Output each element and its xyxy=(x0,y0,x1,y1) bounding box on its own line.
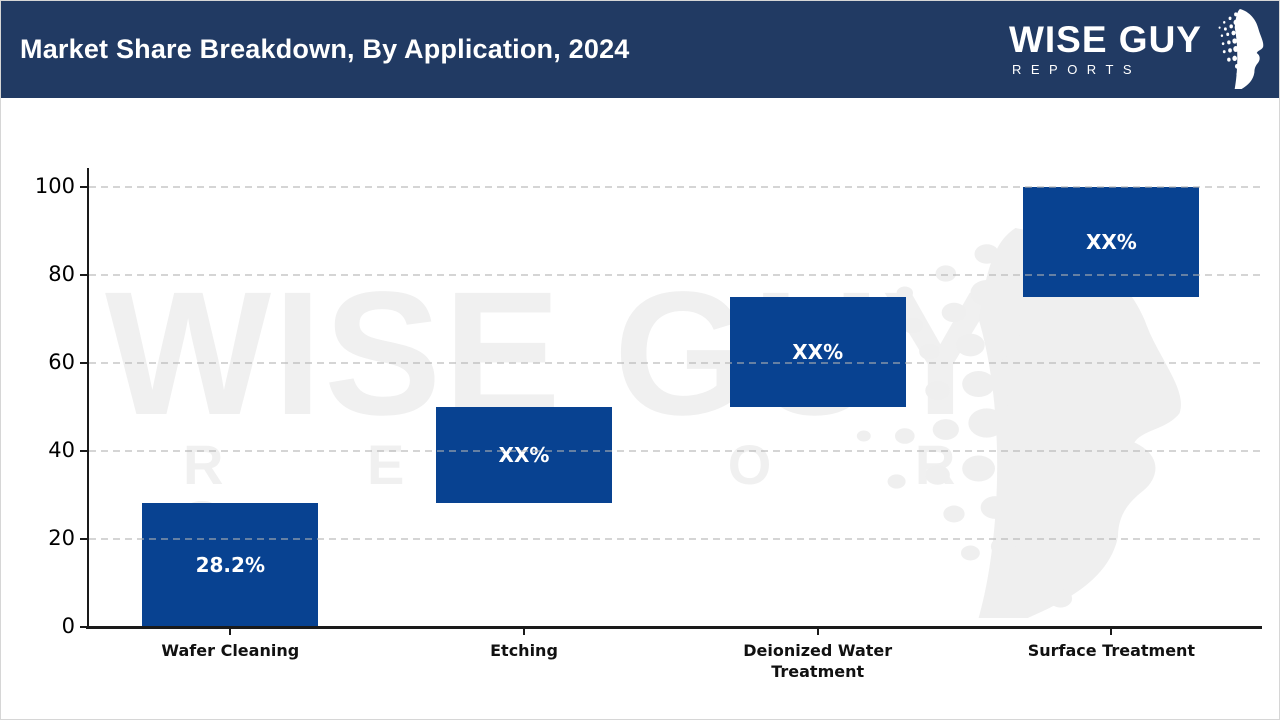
y-tick-label: 100 xyxy=(34,174,75,198)
logo-wiseguy-text: WISE GUY xyxy=(1008,19,1202,60)
x-tick-mark xyxy=(816,629,819,635)
gridline xyxy=(89,362,1262,364)
y-tick-label: 40 xyxy=(48,438,75,462)
x-tick-mark xyxy=(229,629,232,635)
y-tick-label: 0 xyxy=(61,614,75,638)
gridline xyxy=(89,274,1262,276)
y-tick-label: 60 xyxy=(48,350,75,374)
brand-logo: WISE GUY REPORTS xyxy=(1009,9,1280,89)
x-tick-label: Wafer Cleaning xyxy=(161,641,300,660)
y-tick-mark xyxy=(80,450,87,452)
y-tick-mark xyxy=(80,362,87,364)
y-tick-mark xyxy=(80,186,87,188)
y-tick-mark xyxy=(80,626,87,628)
bar-value-label: XX% xyxy=(498,442,550,467)
y-tick-label: 20 xyxy=(48,526,75,550)
gridline xyxy=(89,186,1262,188)
x-tick-label: Etching xyxy=(490,641,558,660)
x-tick-label: Deionized Water Treatment xyxy=(743,641,893,681)
bar-deionized-water-treatment[interactable]: XX% xyxy=(729,297,906,407)
header-bar: Market Share Breakdown, By Application, … xyxy=(0,0,1280,98)
bar-etching[interactable]: XX% xyxy=(436,407,612,503)
gridline xyxy=(89,538,1262,540)
logo-face-icon xyxy=(1218,9,1264,89)
gridline xyxy=(89,450,1262,452)
bar-value-label: XX% xyxy=(792,340,844,364)
x-tick-mark xyxy=(1110,629,1113,635)
y-axis xyxy=(87,168,89,629)
x-tick-mark xyxy=(523,629,525,635)
bar-value-label: XX% xyxy=(1085,230,1137,254)
chart-title: Market Share Breakdown, By Application, … xyxy=(20,33,630,64)
bar-surface-treatment[interactable]: XX% xyxy=(1023,187,1200,297)
bar-value-label: 28.2% xyxy=(195,552,265,577)
bar-wafer-cleaning[interactable]: 28.2% xyxy=(142,502,319,627)
logo-reports-text: REPORTS xyxy=(1011,62,1142,77)
x-tick-label: Surface Treatment xyxy=(1027,641,1196,660)
y-tick-label: 80 xyxy=(48,262,75,286)
x-axis xyxy=(86,626,1262,629)
y-tick-mark xyxy=(80,274,87,276)
y-tick-mark xyxy=(80,538,87,540)
